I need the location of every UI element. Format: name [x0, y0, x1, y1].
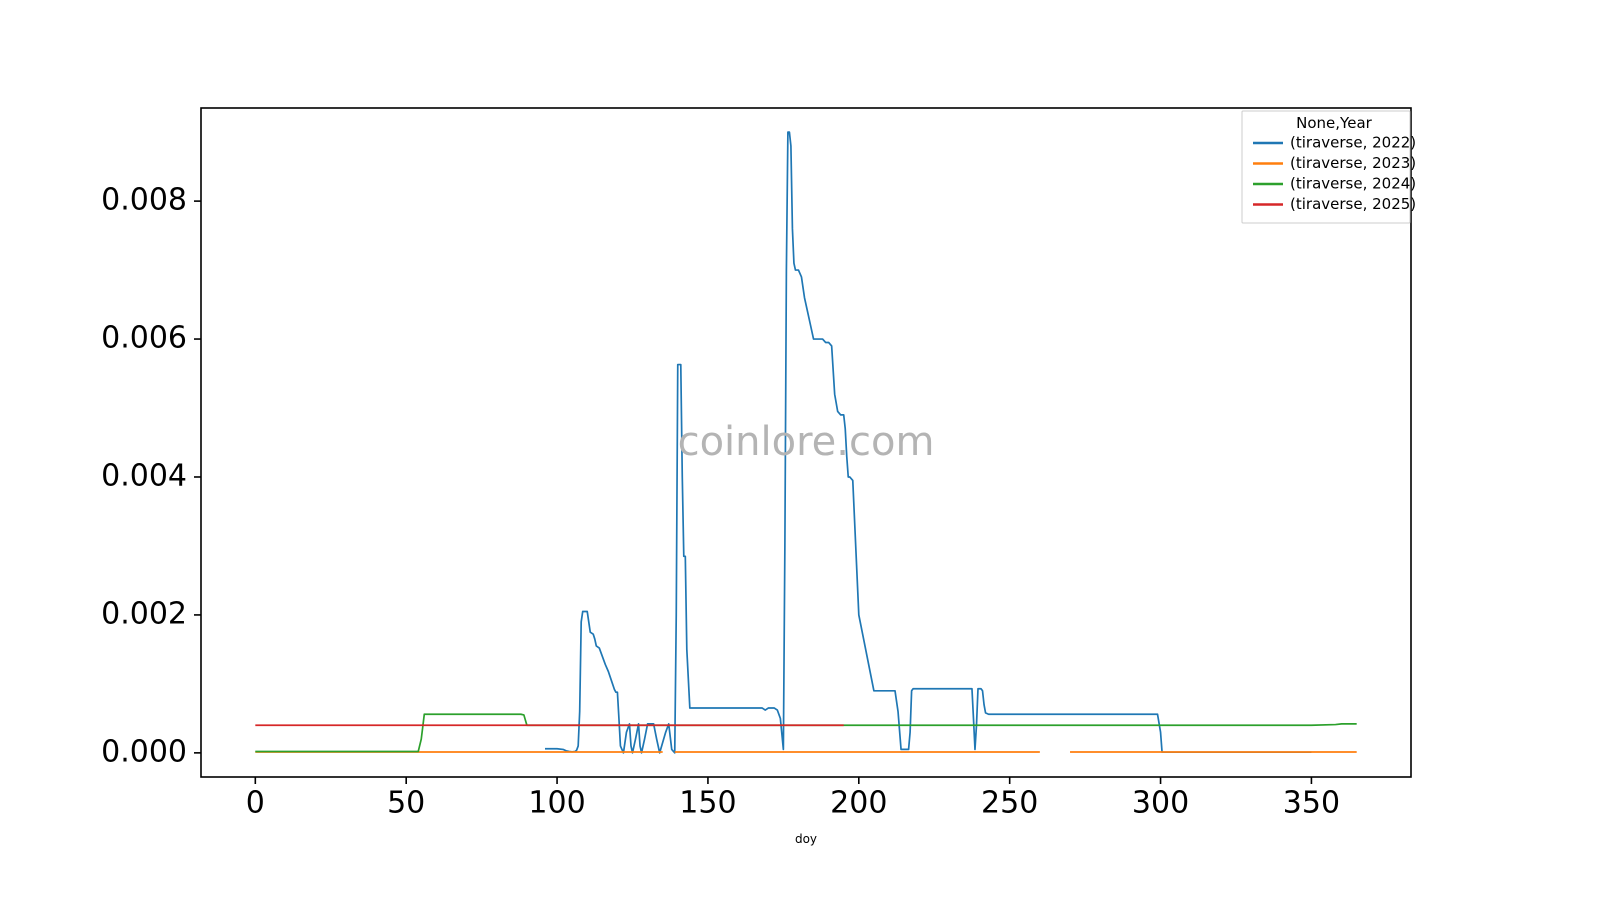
chart-legend[interactable]: None,Year (tiraverse, 2022) (tiraverse, 20…: [1241, 110, 1416, 224]
legend-label-0: (tiraverse, 2022): [1290, 134, 1416, 152]
x-axis-ticks: 0 50 100 150 200 250 300 350: [246, 777, 1340, 821]
y-axis-ticks: 0.000 0.002 0.004 0.006 0.008: [101, 183, 201, 769]
legend-label-1: (tiraverse, 2023): [1290, 154, 1416, 172]
x-tick-label: 250: [981, 786, 1038, 821]
x-tick-label: 50: [387, 786, 425, 821]
legend-background: [1241, 110, 1411, 224]
x-tick-label: 0: [246, 786, 265, 821]
x-axis-title: doy: [795, 832, 817, 846]
legend-label-3: (tiraverse, 2025): [1290, 195, 1416, 213]
y-tick-label: 0.004: [101, 458, 187, 493]
axes-frame: [200, 107, 1412, 778]
series-line-0: [544, 131, 1312, 754]
x-tick-label: 100: [528, 786, 585, 821]
legend-title: None,Year: [1296, 114, 1372, 132]
series-layer: [255, 131, 1357, 754]
x-tick-label: 300: [1132, 786, 1189, 821]
x-tick-label: 200: [830, 786, 887, 821]
y-tick-label: 0.000: [101, 734, 187, 769]
y-tick-label: 0.006: [101, 321, 187, 356]
y-tick-label: 0.008: [101, 183, 187, 218]
x-tick-label: 350: [1283, 786, 1340, 821]
x-tick-label: 150: [679, 786, 736, 821]
y-tick-label: 0.002: [101, 596, 187, 631]
watermark-label: coinlore.com: [678, 419, 935, 465]
legend-label-2: (tiraverse, 2024): [1290, 175, 1416, 193]
